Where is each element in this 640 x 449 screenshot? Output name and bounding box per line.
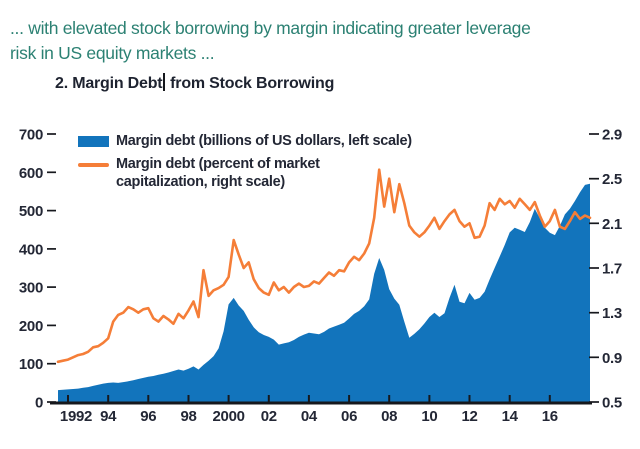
x-axis-tick-label: 2000 <box>213 408 245 425</box>
right-axis-tick-label: 0.9 <box>602 350 622 367</box>
right-axis-tick-label: 2.9 <box>602 127 622 144</box>
chart-title-text-right: from Stock Borrowing <box>165 75 335 92</box>
right-axis-tick-label: 0.5 <box>602 395 622 412</box>
text-cursor <box>163 73 165 91</box>
left-axis-tick-label: 400 <box>19 241 43 258</box>
x-axis-tick-label: 04 <box>301 408 318 425</box>
x-axis-tick-label: 14 <box>502 408 519 425</box>
series-margin-debt-billions-area <box>58 183 590 402</box>
x-axis-tick-label: 94 <box>100 408 117 425</box>
left-axis-tick-label: 500 <box>19 203 43 220</box>
x-axis-tick-label: 02 <box>261 408 277 425</box>
chart-title[interactable]: 2. Margin Debt from Stock Borrowing <box>55 73 334 93</box>
legend-swatch-margin-debt-percent <box>78 163 109 167</box>
x-axis-tick-label: 96 <box>140 408 156 425</box>
x-axis-tick-label: 98 <box>180 408 196 425</box>
x-axis-tick-label: 16 <box>542 408 558 425</box>
left-axis-tick-label: 100 <box>19 356 43 373</box>
legend-label-margin-debt-billions: Margin debt (billions of US dollars, lef… <box>116 133 412 149</box>
figure-caption-line2: risk in US equity markets ... <box>10 43 215 63</box>
x-axis-tick-label: 10 <box>421 408 437 425</box>
figure-caption: ... with elevated stock borrowing by mar… <box>10 16 630 66</box>
right-axis-tick-label: 2.5 <box>602 171 622 188</box>
x-axis-tick-label: 06 <box>341 408 357 425</box>
left-axis-tick-label: 300 <box>19 280 43 297</box>
x-axis-tick-label: 08 <box>381 408 397 425</box>
left-axis-tick-label: 200 <box>19 318 43 335</box>
left-axis-tick-label: 600 <box>19 165 43 182</box>
right-axis-tick-label: 1.7 <box>602 261 622 278</box>
left-axis-tick-label: 0 <box>35 395 43 412</box>
legend-swatch-margin-debt-billions <box>78 136 109 147</box>
x-axis-tick-label: 12 <box>461 408 477 425</box>
legend-label-margin-debt-percent-line2: capitalization, right scale) <box>116 174 285 190</box>
legend-label-margin-debt-percent: Margin debt (percent of market capitaliz… <box>116 155 320 191</box>
chart-title-text-left: 2. Margin Debt <box>55 75 163 92</box>
figure-caption-line1: ... with elevated stock borrowing by mar… <box>10 18 531 38</box>
left-axis-tick-label: 700 <box>19 127 43 144</box>
right-axis-tick-label: 1.3 <box>602 305 622 322</box>
legend-label-margin-debt-percent-line1: Margin debt (percent of market <box>116 156 320 172</box>
series-margin-debt-percent-line <box>56 168 592 364</box>
x-axis-tick-label: 1992 <box>60 408 92 425</box>
right-axis-tick-label: 2.1 <box>602 216 622 233</box>
